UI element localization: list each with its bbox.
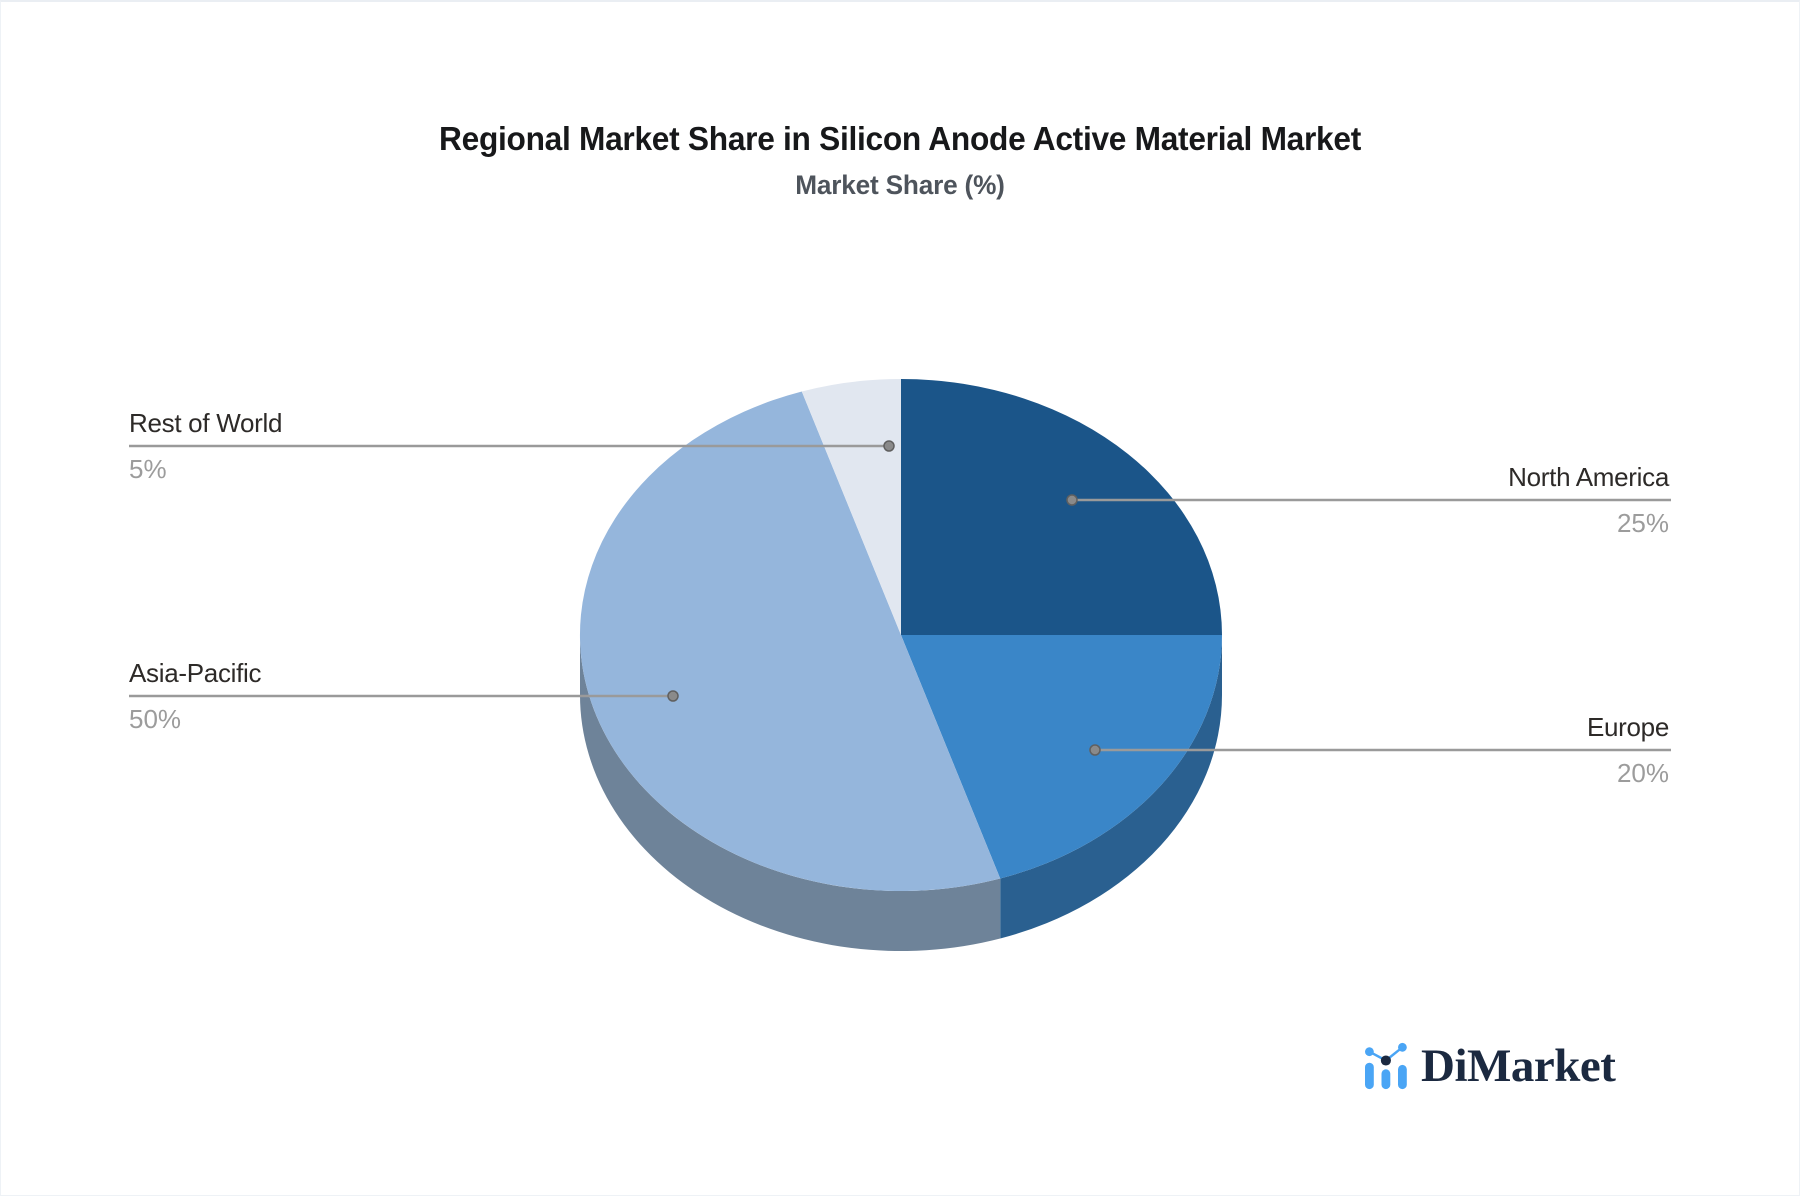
brand-logo: DiMarket: [1365, 1040, 1616, 1092]
callout-label-rest-of-world: Rest of World: [129, 408, 283, 438]
chart-title: Regional Market Share in Silicon Anode A…: [439, 120, 1361, 157]
pie-slice-rest-of-world: [801, 379, 901, 635]
leader-dot-europe: [1089, 744, 1101, 756]
logo-text: DiMarket: [1421, 1040, 1616, 1092]
pie-slice-asia-pacific: [579, 391, 1001, 892]
pie-slice-side-asia-pacific: [580, 635, 1001, 952]
chart-subtitle: Market Share (%): [795, 170, 1005, 200]
pie-slice-side-europe: [1000, 635, 1222, 939]
leader-dot-asia-pacific: [667, 690, 679, 702]
pie-slice-north-america: [901, 379, 1222, 635]
leader-dot-rest-of-world: [883, 440, 895, 452]
callout-value-asia-pacific: 50%: [129, 704, 182, 734]
callout-label-asia-pacific: Asia-Pacific: [129, 658, 262, 688]
callout-value-europe: 20%: [1616, 758, 1669, 788]
callout-value-rest-of-world: 5%: [129, 454, 167, 484]
leader-dot-north-america: [1066, 494, 1078, 506]
pie-slice-europe: [901, 635, 1222, 879]
logo-bar-line-chart-icon: [1365, 1042, 1407, 1090]
callout-label-europe: Europe: [1586, 712, 1669, 742]
callout-label-north-america: North America: [1508, 462, 1669, 492]
callout-value-north-america: 25%: [1616, 508, 1669, 538]
